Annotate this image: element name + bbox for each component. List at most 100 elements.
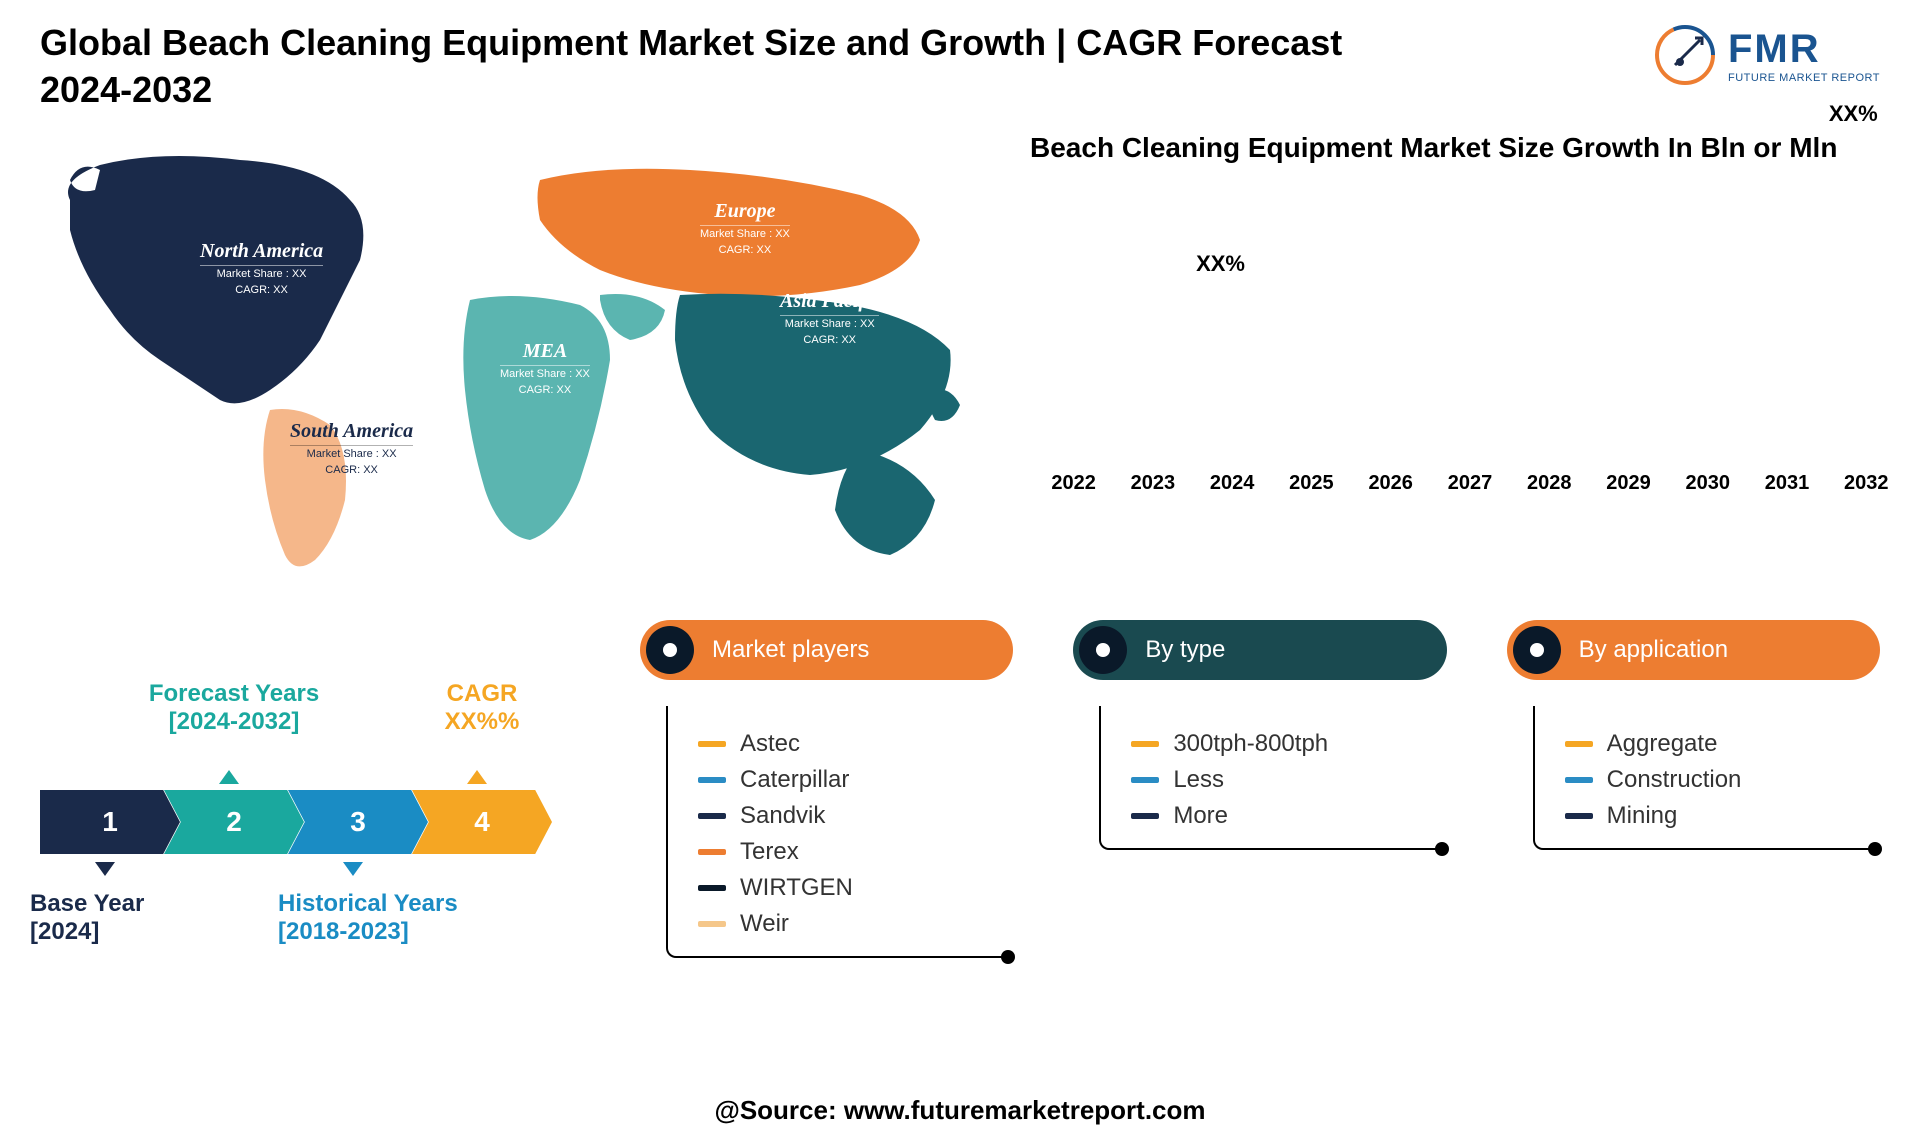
- page-title: Global Beach Cleaning Equipment Market S…: [40, 20, 1440, 114]
- category-title: Market players: [712, 636, 869, 664]
- list-item: Less: [1131, 762, 1446, 798]
- bar-2031: 2031: [1753, 466, 1820, 495]
- bar-2026: 2026: [1357, 466, 1424, 495]
- bar-annotation: XX%: [1196, 251, 1245, 277]
- timeline: Forecast Years[2024-2032]CAGRXX%%1234Bas…: [40, 640, 610, 1020]
- pill-dot-icon: [646, 626, 694, 674]
- region-label-north-america: North America Market Share : XX CAGR: XX: [200, 240, 323, 296]
- region-name: North America: [200, 240, 323, 263]
- timeline-label-forecast: Forecast Years[2024-2032]: [144, 680, 324, 736]
- list-item: Aggregate: [1565, 726, 1880, 762]
- bar-year-label: 2030: [1686, 472, 1731, 495]
- bar-year-label: 2025: [1289, 472, 1334, 495]
- bar-year-label: 2031: [1765, 472, 1810, 495]
- region-cagr: CAGR: XX: [700, 242, 790, 256]
- bar-year-label: 2029: [1606, 472, 1651, 495]
- list-item: Terex: [698, 834, 1013, 870]
- swatch-icon: [1131, 777, 1159, 783]
- list-item-label: Mining: [1607, 802, 1678, 830]
- region-share: Market Share : XX: [500, 365, 590, 380]
- region-label-mea: MEA Market Share : XX CAGR: XX: [500, 340, 590, 396]
- category-list: Astec Caterpillar Sandvik Terex WIRTGEN Weir: [666, 706, 1013, 958]
- swatch-icon: [698, 777, 726, 783]
- pill-dot-icon: [1513, 626, 1561, 674]
- bar-2028: 2028: [1516, 466, 1583, 495]
- logo-text-main: FMR: [1728, 27, 1880, 72]
- region-share: Market Share : XX: [200, 265, 323, 280]
- bar-annotation: XX%: [1829, 101, 1878, 127]
- list-item: Mining: [1565, 798, 1880, 834]
- triangle-up-icon: [467, 770, 487, 784]
- growth-bar-chart: Beach Cleaning Equipment Market Size Gro…: [1030, 130, 1900, 570]
- swatch-icon: [698, 885, 726, 891]
- bar-year-label: 2024: [1210, 472, 1255, 495]
- region-cagr: CAGR: XX: [500, 382, 590, 396]
- category-title: By application: [1579, 636, 1728, 664]
- list-item-label: Aggregate: [1607, 730, 1718, 758]
- timeline-label-historical: Historical Years[2018-2023]: [278, 890, 458, 946]
- list-item-label: 300tph-800tph: [1173, 730, 1328, 758]
- swatch-icon: [698, 849, 726, 855]
- bar-year-label: 2022: [1051, 472, 1096, 495]
- region-label-asia-pacific: Asia PacificMarket Share : XXCAGR: XX: [780, 290, 879, 346]
- list-item-label: More: [1173, 802, 1228, 830]
- bar-2027: 2027: [1436, 466, 1503, 495]
- bar-year-label: 2028: [1527, 472, 1572, 495]
- list-item: Caterpillar: [698, 762, 1013, 798]
- list-item-label: Caterpillar: [740, 766, 849, 794]
- region-cagr: CAGR: XX: [200, 282, 323, 296]
- region-cagr: CAGR: XX: [780, 332, 879, 346]
- fmr-logo: FMR FUTURE MARKET REPORT: [1650, 20, 1880, 90]
- source-attribution: @Source: www.futuremarketreport.com: [0, 1095, 1920, 1126]
- region-cagr: CAGR: XX: [290, 462, 413, 476]
- bar-2029: 2029: [1595, 466, 1662, 495]
- list-item: WIRTGEN: [698, 870, 1013, 906]
- swatch-icon: [698, 921, 726, 927]
- timeline-segment-2: 2: [164, 790, 304, 854]
- list-item-label: Less: [1173, 766, 1224, 794]
- region-share: Market Share : XX: [290, 445, 413, 460]
- swatch-icon: [698, 813, 726, 819]
- list-item: Weir: [698, 906, 1013, 942]
- bar-2030: 2030: [1674, 466, 1741, 495]
- category-list: 300tph-800tph Less More: [1099, 706, 1446, 850]
- category-by-application: By application Aggregate Construction Minin…: [1507, 620, 1880, 958]
- list-item: Construction: [1565, 762, 1880, 798]
- region-name: MEA: [500, 340, 590, 363]
- list-item: Sandvik: [698, 798, 1013, 834]
- category-pill: Market players: [640, 620, 1013, 680]
- list-item: 300tph-800tph: [1131, 726, 1446, 762]
- category-by-type: By type 300tph-800tph Less More: [1073, 620, 1446, 958]
- bar-2022: 2022: [1040, 466, 1107, 495]
- category-pill: By type: [1073, 620, 1446, 680]
- timeline-label-cagr: CAGRXX%%: [392, 680, 572, 736]
- swatch-icon: [698, 741, 726, 747]
- swatch-icon: [1565, 813, 1593, 819]
- swatch-icon: [1565, 741, 1593, 747]
- bar-year-label: 2026: [1368, 472, 1413, 495]
- triangle-up-icon: [219, 770, 239, 784]
- swatch-icon: [1565, 777, 1593, 783]
- chart-title: Beach Cleaning Equipment Market Size Gro…: [1030, 130, 1900, 165]
- list-item: More: [1131, 798, 1446, 834]
- bar-year-label: 2027: [1448, 472, 1493, 495]
- triangle-down-icon: [95, 862, 115, 876]
- timeline-label-base-year: Base Year[2024]: [30, 890, 144, 946]
- region-name: Asia Pacific: [780, 290, 879, 313]
- region-label-south-america: South AmericaMarket Share : XXCAGR: XX: [290, 420, 413, 476]
- logo-icon: [1650, 20, 1720, 90]
- swatch-icon: [1131, 813, 1159, 819]
- swatch-icon: [1131, 741, 1159, 747]
- list-item-label: WIRTGEN: [740, 874, 853, 902]
- list-item-label: Sandvik: [740, 802, 825, 830]
- list-item: Astec: [698, 726, 1013, 762]
- category-pill: By application: [1507, 620, 1880, 680]
- category-columns: Market players Astec Caterpillar Sandvik Ter…: [640, 620, 1880, 958]
- list-item-label: Terex: [740, 838, 799, 866]
- bar-2032: 2032: [1833, 466, 1900, 495]
- bar-2023: 2023: [1119, 466, 1186, 495]
- region-name: Europe: [700, 200, 790, 223]
- bar-2025: 2025: [1278, 466, 1345, 495]
- list-item-label: Astec: [740, 730, 800, 758]
- logo-text-sub: FUTURE MARKET REPORT: [1728, 72, 1880, 84]
